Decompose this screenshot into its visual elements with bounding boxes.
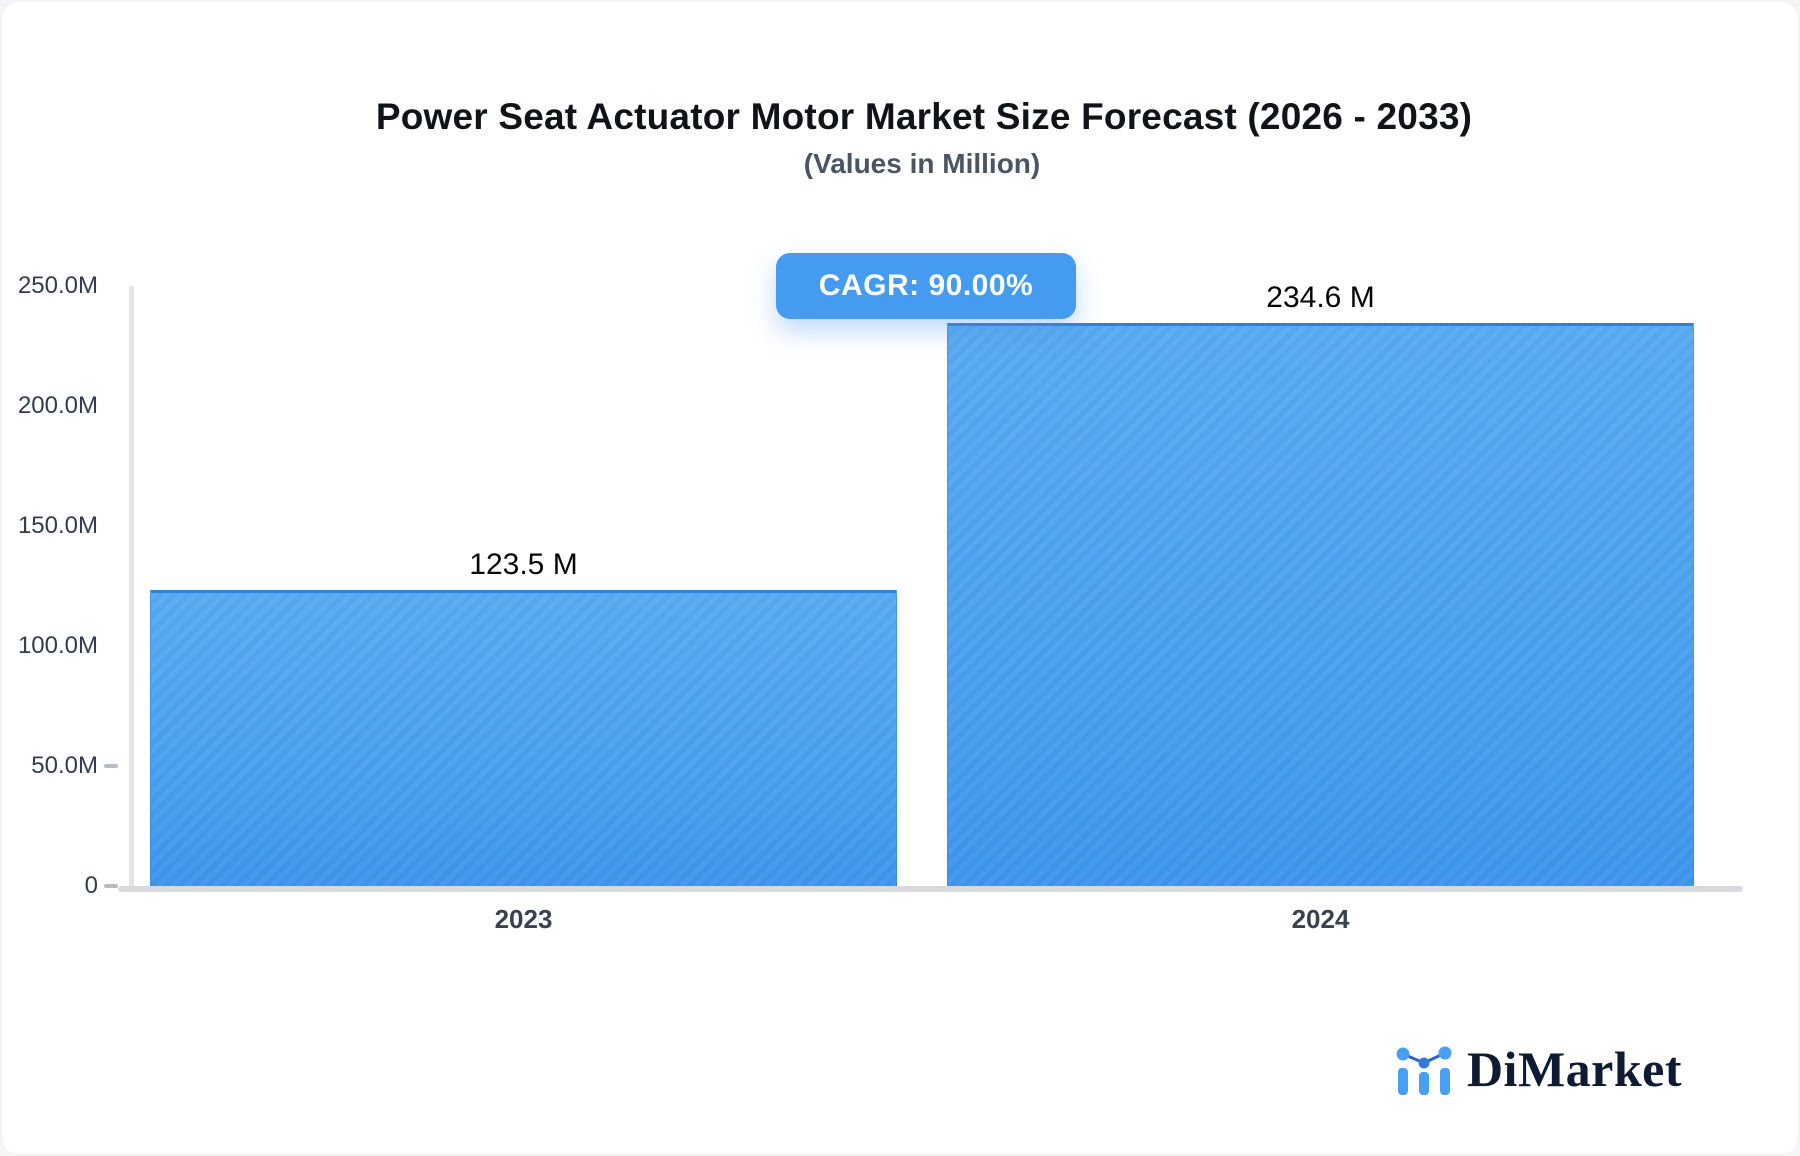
y-tick-label: 250.0M [17, 272, 98, 299]
bar-value-label: 234.6 M [1266, 280, 1375, 314]
chart-subtitle: (Values in Million) [803, 148, 1041, 179]
cagr-badge: CAGR: 90.00% [776, 253, 1076, 319]
chart-title: Power Seat Actuator Motor Market Size Fo… [375, 96, 1473, 137]
y-tick-mark [104, 884, 118, 888]
bar-2023[interactable] [150, 589, 897, 886]
bar-2024[interactable] [947, 322, 1694, 886]
y-axis-line [129, 286, 134, 888]
x-category-label: 2024 [1291, 904, 1350, 934]
bar-line-chart-icon [1393, 1038, 1455, 1100]
y-tick-label: 0 [84, 872, 98, 899]
y-tick-mark [104, 764, 118, 768]
x-category-label: 2023 [494, 904, 553, 934]
y-tick-label: 50.0M [31, 752, 98, 779]
brand-logo: DiMarket [1393, 1038, 1682, 1100]
y-tick-label: 100.0M [17, 632, 98, 659]
x-axis-line [118, 886, 1743, 892]
brand-wordmark: DiMarket [1466, 1041, 1682, 1097]
bar-value-label: 123.5 M [469, 547, 578, 581]
y-tick-label: 200.0M [17, 392, 98, 419]
y-tick-label: 150.0M [17, 512, 98, 539]
